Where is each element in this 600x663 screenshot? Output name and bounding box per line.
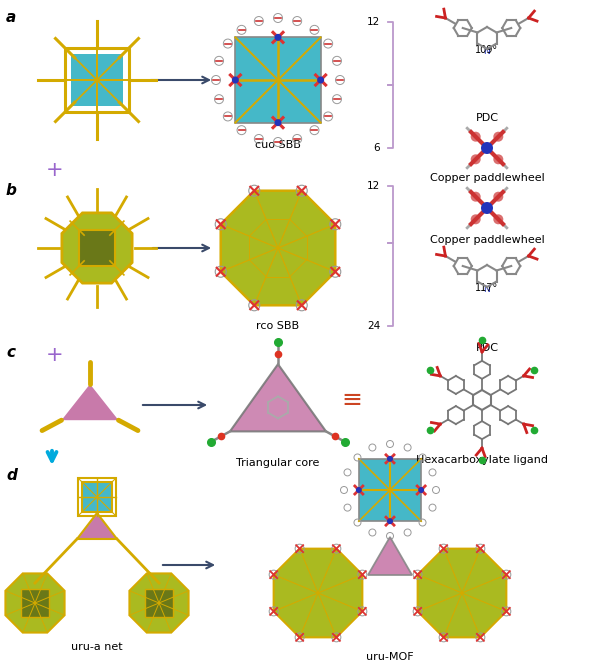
Polygon shape bbox=[82, 482, 112, 512]
Text: d: d bbox=[6, 468, 17, 483]
Text: uru-MOF: uru-MOF bbox=[366, 652, 414, 662]
Polygon shape bbox=[130, 573, 188, 633]
Text: 12: 12 bbox=[367, 181, 380, 191]
Text: N: N bbox=[484, 284, 490, 294]
Text: PDC: PDC bbox=[476, 113, 499, 123]
Polygon shape bbox=[77, 513, 117, 539]
Circle shape bbox=[387, 456, 393, 462]
Text: +: + bbox=[46, 160, 64, 180]
Text: ≡: ≡ bbox=[341, 388, 362, 412]
Text: c: c bbox=[6, 345, 15, 360]
Text: 117°: 117° bbox=[475, 283, 499, 293]
Polygon shape bbox=[62, 384, 119, 420]
Polygon shape bbox=[359, 459, 421, 521]
Polygon shape bbox=[368, 537, 412, 575]
Polygon shape bbox=[418, 549, 506, 637]
Circle shape bbox=[493, 214, 503, 224]
Circle shape bbox=[470, 192, 481, 202]
Text: cuo SBB: cuo SBB bbox=[255, 140, 301, 150]
Circle shape bbox=[418, 487, 424, 493]
Circle shape bbox=[356, 487, 362, 493]
Polygon shape bbox=[71, 54, 123, 106]
Polygon shape bbox=[5, 573, 65, 633]
Circle shape bbox=[481, 142, 493, 154]
Text: uru-a net: uru-a net bbox=[71, 642, 123, 652]
Circle shape bbox=[470, 154, 481, 164]
Polygon shape bbox=[62, 213, 132, 283]
Text: 12: 12 bbox=[367, 17, 380, 27]
Text: Triangular core: Triangular core bbox=[236, 458, 320, 468]
Polygon shape bbox=[145, 589, 173, 617]
Text: Hexacarboxylate ligand: Hexacarboxylate ligand bbox=[416, 455, 548, 465]
Circle shape bbox=[275, 119, 281, 126]
Circle shape bbox=[232, 76, 239, 84]
Circle shape bbox=[275, 34, 281, 41]
Circle shape bbox=[317, 76, 324, 84]
Polygon shape bbox=[235, 37, 320, 123]
Text: rco SBB: rco SBB bbox=[256, 321, 299, 331]
Text: 109°: 109° bbox=[475, 45, 499, 55]
Text: 6: 6 bbox=[373, 143, 380, 153]
Circle shape bbox=[493, 132, 503, 142]
Text: b: b bbox=[6, 183, 17, 198]
Circle shape bbox=[481, 202, 493, 214]
Text: 24: 24 bbox=[367, 321, 380, 331]
Text: N: N bbox=[484, 46, 490, 56]
Circle shape bbox=[387, 518, 393, 524]
Polygon shape bbox=[79, 230, 115, 267]
Text: Copper paddlewheel: Copper paddlewheel bbox=[430, 235, 544, 245]
Polygon shape bbox=[20, 589, 49, 617]
Circle shape bbox=[493, 154, 503, 164]
Polygon shape bbox=[274, 549, 362, 637]
Polygon shape bbox=[221, 191, 335, 305]
Polygon shape bbox=[230, 364, 326, 432]
Circle shape bbox=[493, 192, 503, 202]
Text: +: + bbox=[46, 345, 64, 365]
Text: PDC: PDC bbox=[476, 343, 499, 353]
Circle shape bbox=[470, 132, 481, 142]
Text: a: a bbox=[6, 10, 16, 25]
Text: Copper paddlewheel: Copper paddlewheel bbox=[430, 173, 544, 183]
Circle shape bbox=[470, 214, 481, 224]
